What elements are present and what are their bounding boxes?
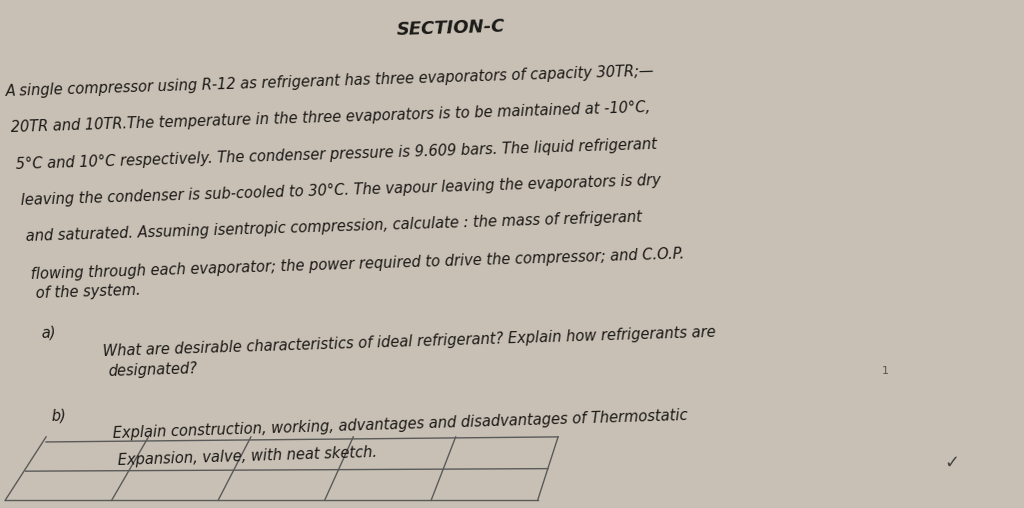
Text: Explain construction, working, advantages and disadvantages of Thermostatic: Explain construction, working, advantage…	[113, 408, 688, 441]
Text: 20TR and 10TR.The temperature in the three evaporators is to be maintained at -1: 20TR and 10TR.The temperature in the thr…	[10, 100, 650, 135]
Text: leaving the condenser is sub-cooled to 30°C. The vapour leaving the evaporators : leaving the condenser is sub-cooled to 3…	[20, 173, 662, 208]
Text: What are desirable characteristics of ideal refrigerant? Explain how refrigerant: What are desirable characteristics of id…	[102, 325, 716, 359]
Text: and saturated. Assuming isentropic compression, calculate : the mass of refriger: and saturated. Assuming isentropic compr…	[26, 210, 642, 244]
Text: flowing through each evaporator; the power required to drive the compressor; and: flowing through each evaporator; the pow…	[31, 246, 685, 282]
Text: b): b)	[51, 408, 67, 423]
Text: a): a)	[41, 325, 56, 340]
Text: 1: 1	[883, 366, 889, 376]
Text: SECTION-C: SECTION-C	[396, 18, 505, 39]
Text: 5°C and 10°C respectively. The condenser pressure is 9.609 bars. The liquid refr: 5°C and 10°C respectively. The condenser…	[15, 137, 657, 172]
Text: A single compressor using R-12 as refrigerant has three evaporators of capacity : A single compressor using R-12 as refrig…	[5, 64, 654, 99]
Text: Expansion, valve, with neat sketch.: Expansion, valve, with neat sketch.	[118, 444, 378, 468]
Text: of the system.: of the system.	[36, 283, 141, 301]
Text: ✓: ✓	[945, 453, 959, 471]
Text: designated?: designated?	[108, 361, 198, 379]
